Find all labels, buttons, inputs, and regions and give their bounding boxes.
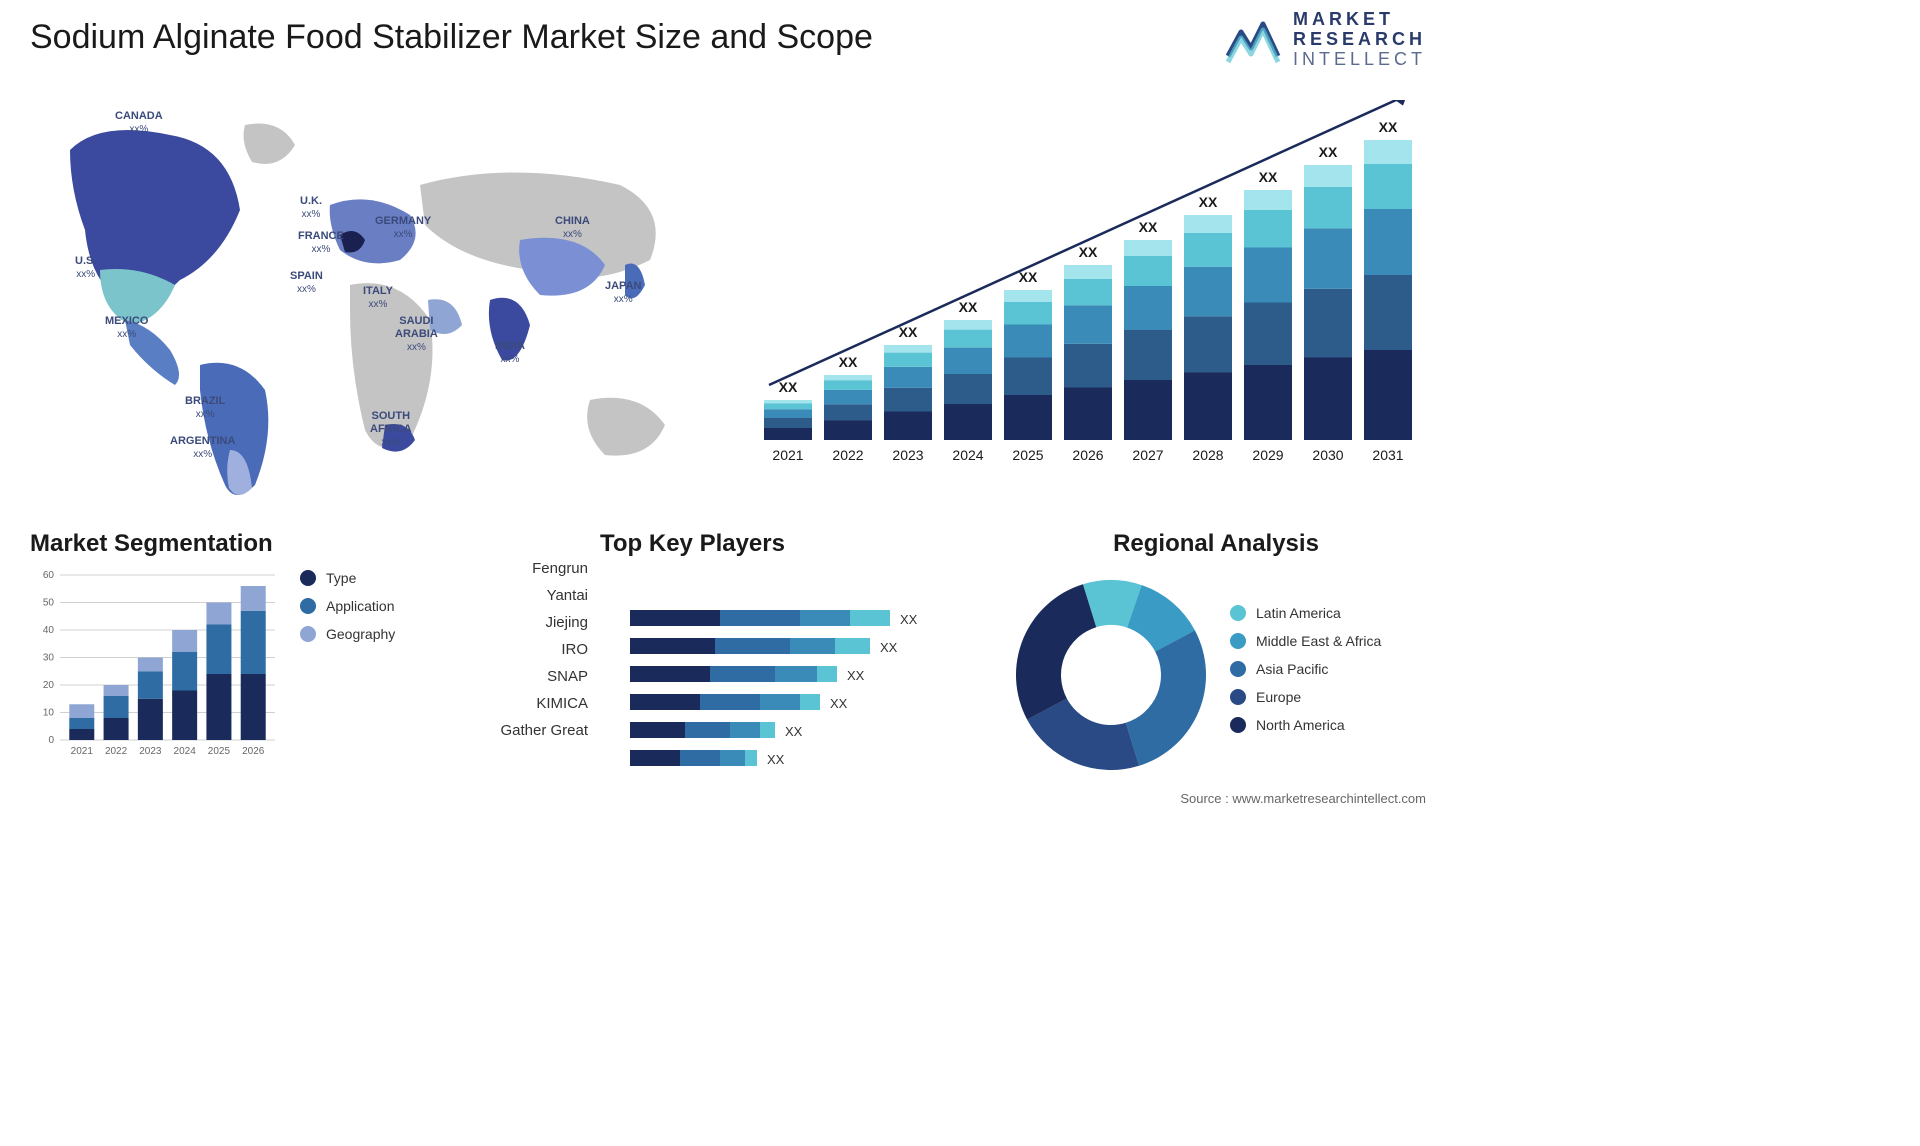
svg-text:XX: XX [1319,144,1338,160]
svg-text:2028: 2028 [1192,447,1223,463]
segmentation-title: Market Segmentation [30,530,450,558]
legend-swatch [1230,717,1246,733]
regional-title: Regional Analysis [1006,530,1426,558]
svg-text:XX: XX [1259,169,1278,185]
country-label: JAPANxx% [605,280,641,306]
legend-swatch [1230,633,1246,649]
legend-item: Latin America [1230,605,1381,621]
player-name: Jiejing [478,609,588,636]
segmentation-chart: 0 10 20 30 40 50 60 2021 2022 2023 2024 2025 2026 [30,570,280,765]
svg-text:XX: XX [1379,119,1398,135]
logo-text: MARKET RESEARCH INTELLECT [1293,10,1426,69]
country-label: ARGENTINAxx% [170,435,235,461]
svg-text:XX: XX [1199,194,1218,210]
world-map: CANADAxx% U.S.xx% MEXICOxx% BRAZILxx% ARGENT… [30,90,710,510]
svg-text:XX: XX [779,379,798,395]
svg-text:40: 40 [43,625,55,636]
brand-logo: MARKET RESEARCH INTELLECT [1223,10,1426,69]
player-name: Gather Great [478,717,588,744]
legend-item: Europe [1230,689,1381,705]
legend-swatch [300,570,316,586]
country-label: ITALYxx% [363,285,393,311]
svg-text:XX: XX [1079,244,1098,260]
country-label: FRANCExx% [298,230,344,256]
source-text: Source : www.marketresearchintellect.com [1180,791,1426,806]
svg-text:2026: 2026 [1072,447,1103,463]
players-title: Top Key Players [600,530,980,558]
country-label: BRAZILxx% [185,395,225,421]
svg-text:0: 0 [48,735,54,746]
country-label: INDIAxx% [495,340,525,366]
legend-swatch [1230,689,1246,705]
segmentation-legend: Type Application Geography [300,570,395,765]
svg-text:2031: 2031 [1372,447,1403,463]
country-label: CHINAxx% [555,215,590,241]
svg-text:XX: XX [847,668,865,683]
svg-text:XX: XX [785,724,803,739]
country-label: GERMANYxx% [375,215,431,241]
svg-text:XX: XX [1139,219,1158,235]
main-bar-chart: XX 2021 XX 2022 XX 2023 XX 2024 XX 2025 XX 2026 XX 20… [746,100,1426,480]
legend-item: Asia Pacific [1230,661,1381,677]
svg-text:2029: 2029 [1252,447,1283,463]
svg-text:2023: 2023 [892,447,923,463]
segmentation-panel: Market Segmentation 0 10 20 30 40 50 60 2021 202… [30,530,450,765]
players-chart: XXXXXXXXXXXX [600,570,980,770]
player-name: IRO [478,636,588,663]
country-label: SPAINxx% [290,270,323,296]
svg-text:2021: 2021 [772,447,803,463]
legend-item: Middle East & Africa [1230,633,1381,649]
svg-text:2027: 2027 [1132,447,1163,463]
svg-text:60: 60 [43,570,55,581]
svg-text:XX: XX [767,752,785,767]
player-name: Yantai [478,582,588,609]
page-title: Sodium Alginate Food Stabilizer Market S… [30,18,873,57]
svg-text:XX: XX [959,299,978,315]
player-name: KIMICA [478,690,588,717]
svg-text:XX: XX [830,696,848,711]
country-label: CANADAxx% [115,110,163,136]
svg-text:XX: XX [900,612,918,627]
svg-text:XX: XX [899,324,918,340]
svg-text:2025: 2025 [1012,447,1043,463]
country-label: SOUTHAFRICAxx% [370,410,412,450]
regional-donut [1006,570,1216,780]
svg-text:2030: 2030 [1312,447,1343,463]
legend-swatch [300,598,316,614]
svg-text:2023: 2023 [139,746,162,757]
svg-text:20: 20 [43,680,55,691]
svg-text:2024: 2024 [174,746,197,757]
player-names-list: FengrunYantaiJiejingIROSNAPKIMICAGather … [478,555,588,744]
legend-swatch [300,626,316,642]
svg-text:2022: 2022 [832,447,863,463]
country-label: MEXICOxx% [105,315,148,341]
legend-item: Application [300,598,395,614]
legend-swatch [1230,605,1246,621]
svg-text:XX: XX [839,354,858,370]
country-label: U.K.xx% [300,195,322,221]
legend-swatch [1230,661,1246,677]
country-label: U.S.xx% [75,255,96,281]
svg-text:2025: 2025 [208,746,231,757]
players-panel: Top Key Players XXXXXXXXXXXX [600,530,980,770]
player-name: Fengrun [478,555,588,582]
regional-panel: Regional Analysis Latin America Middle Ea… [1006,530,1426,780]
regional-legend: Latin America Middle East & Africa Asia Pa… [1230,605,1381,745]
player-name: SNAP [478,663,588,690]
logo-icon [1223,14,1283,66]
svg-text:2026: 2026 [242,746,265,757]
svg-text:2024: 2024 [952,447,983,463]
svg-text:2021: 2021 [71,746,94,757]
svg-text:30: 30 [43,653,55,664]
svg-text:XX: XX [880,640,898,655]
legend-item: Geography [300,626,395,642]
svg-text:50: 50 [43,598,55,609]
legend-item: North America [1230,717,1381,733]
svg-text:10: 10 [43,708,55,719]
country-label: SAUDIARABIAxx% [395,315,438,355]
svg-text:2022: 2022 [105,746,128,757]
legend-item: Type [300,570,395,586]
